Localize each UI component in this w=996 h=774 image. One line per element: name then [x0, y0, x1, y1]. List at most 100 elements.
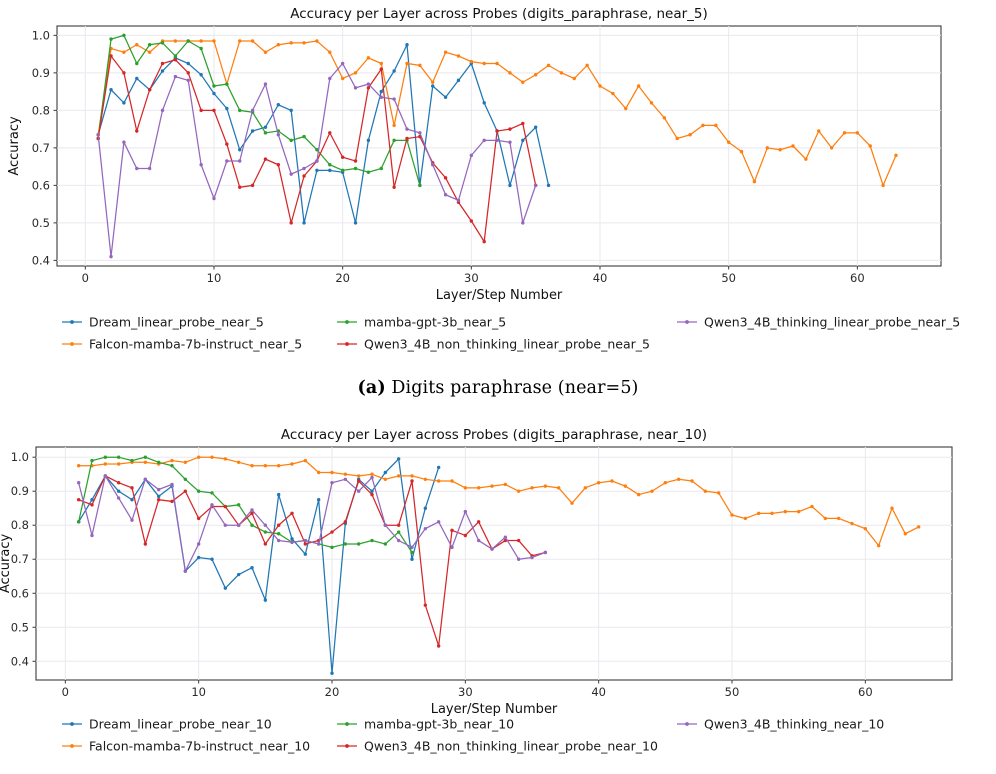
series-marker: [366, 82, 371, 86]
series-marker: [436, 520, 441, 524]
series-marker: [850, 521, 854, 526]
series-marker: [469, 153, 474, 158]
series-marker: [676, 477, 681, 482]
series-marker: [894, 153, 898, 158]
series-marker: [170, 499, 174, 504]
series-marker: [855, 131, 860, 135]
series-marker: [392, 97, 396, 101]
series-marker: [353, 86, 358, 90]
series-line: [78, 456, 919, 547]
legend-item[interactable]: mamba-gpt-3b_near_5: [337, 315, 506, 330]
series-marker: [366, 138, 371, 143]
series-marker: [116, 489, 121, 493]
series-marker: [147, 166, 152, 171]
series-marker: [396, 474, 401, 478]
series-marker: [186, 61, 190, 66]
legend-item[interactable]: Qwen3_4B_non_thinking_linear_probe_near_…: [337, 739, 658, 754]
legend-item[interactable]: Dream_linear_probe_near_10: [62, 717, 272, 732]
legend-item[interactable]: Dream_linear_probe_near_5: [62, 315, 264, 330]
series-marker: [353, 221, 358, 225]
series-marker: [236, 523, 241, 527]
series-marker: [90, 498, 94, 502]
figure-digits-paraphrase-near-10: 0.4 0.5 0.6 0.7 0.8 0.9 1.0 0 10 20 30 40 50 60 Accura…: [0, 424, 996, 774]
series-marker: [405, 61, 409, 66]
series-marker: [186, 71, 190, 75]
series-marker: [109, 88, 113, 92]
series-marker: [122, 140, 126, 144]
series-marker: [210, 491, 214, 495]
legend-label: Falcon-mamba-7b-instruct_near_5: [89, 337, 302, 352]
series-marker: [303, 552, 308, 556]
series-marker: [392, 123, 396, 128]
series-marker: [276, 523, 281, 527]
series-marker: [210, 503, 214, 507]
x-tick-label: 20: [325, 685, 340, 699]
series-marker: [482, 138, 486, 143]
chart-title: Accuracy per Layer across Probes (digits…: [290, 6, 708, 22]
legend-item[interactable]: Falcon-mamba-7b-instruct_near_5: [62, 337, 302, 352]
series-marker: [716, 491, 721, 495]
series-marker: [236, 503, 241, 507]
series-marker: [379, 89, 383, 94]
legend-item[interactable]: Qwen3_4B_non_thinking_linear_probe_near_…: [337, 337, 650, 352]
legend-item[interactable]: Falcon-mamba-7b-instruct_near_10: [62, 739, 310, 754]
legend-item[interactable]: Qwen3_4B_thinking_near_10: [677, 717, 884, 732]
series-marker: [109, 54, 113, 58]
series-marker: [76, 481, 81, 485]
series-marker: [863, 526, 868, 531]
series-marker: [383, 523, 388, 527]
series-marker: [135, 76, 139, 81]
series-marker: [396, 457, 401, 461]
series-marker: [490, 484, 494, 488]
series-marker: [109, 37, 113, 41]
series-marker: [196, 489, 201, 493]
series-marker: [147, 50, 152, 54]
series-marker: [343, 477, 348, 482]
series-marker: [103, 455, 108, 459]
series-marker: [456, 198, 461, 203]
series-marker: [263, 523, 268, 527]
series-marker: [423, 526, 428, 531]
series-marker: [508, 140, 512, 144]
series-line: [78, 456, 413, 553]
series-marker: [223, 586, 228, 590]
series-marker: [90, 533, 94, 538]
series-marker: [250, 464, 254, 468]
series-marker: [199, 108, 203, 113]
series-marker: [316, 542, 321, 546]
legend-item[interactable]: Qwen3_4B_thinking_linear_probe_near_5: [677, 315, 960, 330]
series-marker: [456, 54, 461, 58]
series-marker: [559, 71, 564, 75]
series-marker: [315, 39, 319, 43]
series-marker: [370, 492, 374, 497]
series-marker: [212, 108, 216, 113]
series-marker: [688, 133, 692, 137]
series-marker: [116, 462, 121, 466]
series-marker: [263, 598, 268, 602]
legend-label: Qwen3_4B_thinking_linear_probe_near_5: [704, 315, 960, 330]
series-marker: [405, 127, 409, 131]
series-marker: [463, 533, 468, 538]
series-marker: [160, 41, 165, 45]
series-marker: [343, 472, 348, 476]
series-marker: [250, 508, 254, 512]
series-marker: [250, 523, 254, 527]
series-marker: [276, 103, 281, 107]
series-marker: [196, 516, 201, 521]
series-marker: [103, 462, 108, 466]
series-marker: [423, 477, 428, 482]
series-marker: [624, 106, 628, 111]
y-tick-label: 0.7: [11, 552, 29, 566]
series-marker: [503, 482, 508, 487]
y-tick-label: 0.9: [11, 484, 29, 498]
x-tick-label: 50: [721, 271, 736, 285]
legend-label: Dream_linear_probe_near_10: [89, 717, 272, 732]
series-marker: [675, 136, 679, 141]
series-marker: [250, 129, 255, 133]
series-marker: [482, 61, 486, 66]
series-marker: [476, 486, 481, 490]
series-marker: [116, 496, 121, 500]
legend-item[interactable]: mamba-gpt-3b_near_10: [337, 717, 514, 732]
series-marker: [916, 525, 921, 529]
y-tick-label: 0.6: [32, 178, 50, 192]
